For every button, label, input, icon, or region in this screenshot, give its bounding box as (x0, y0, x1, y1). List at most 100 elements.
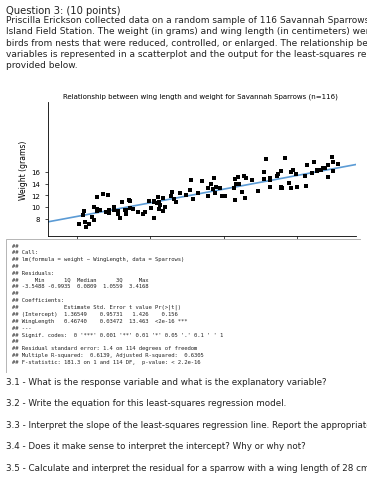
Point (151, 214, 157, 222)
Point (127, 205, 133, 213)
Point (157, 201, 163, 209)
Point (205, 193, 211, 201)
Point (302, 173, 308, 181)
Point (279, 185, 285, 193)
Point (86, 221, 92, 228)
Point (241, 173, 247, 181)
Point (169, 189, 175, 197)
Point (188, 177, 194, 184)
Point (151, 197, 157, 205)
Point (275, 171, 281, 179)
Point (263, 156, 269, 163)
Point (314, 167, 320, 175)
Point (106, 206, 112, 214)
Point (94, 208, 100, 216)
Point (294, 184, 300, 192)
Point (249, 177, 255, 184)
Point (86, 221, 92, 229)
Point (195, 190, 200, 198)
Point (211, 175, 217, 183)
Point (160, 194, 166, 202)
Point (177, 190, 183, 198)
Point (320, 164, 326, 172)
Point (111, 204, 117, 212)
Point (288, 169, 294, 177)
Point (222, 193, 228, 201)
Point (130, 206, 136, 214)
Text: Question 3: (10 points): Question 3: (10 points) (6, 6, 120, 16)
Point (304, 162, 310, 169)
Point (122, 207, 128, 215)
Point (213, 184, 219, 192)
Point (190, 196, 196, 204)
Point (156, 199, 162, 206)
Point (91, 203, 97, 211)
Point (94, 206, 99, 214)
Point (325, 174, 331, 182)
Point (322, 165, 328, 173)
Point (151, 199, 157, 206)
Point (91, 217, 97, 224)
Point (83, 224, 89, 232)
Point (106, 209, 112, 217)
Point (288, 185, 294, 193)
Point (90, 213, 95, 221)
Point (330, 159, 336, 166)
Point (278, 167, 284, 175)
Point (261, 176, 267, 184)
Point (81, 208, 87, 216)
Point (160, 208, 166, 216)
Point (212, 189, 218, 197)
Point (117, 215, 123, 223)
Point (168, 193, 174, 201)
Point (303, 183, 309, 190)
Y-axis label: Weight (grams): Weight (grams) (19, 140, 28, 199)
Point (242, 194, 248, 202)
Point (142, 209, 148, 217)
Point (255, 187, 261, 195)
Point (278, 185, 284, 193)
Point (286, 180, 292, 187)
Text: 3.3 - Interpret the slope of the least-squares regression line. Report the appro: 3.3 - Interpret the slope of the least-s… (6, 420, 367, 428)
Point (208, 181, 214, 189)
Text: ##
## Call:
## lm(formula = weight ~ WingLength, data = Sparrows)
##
## Residual: ## ## Call: ## lm(formula = weight ~ Win… (12, 243, 223, 364)
Point (335, 161, 341, 168)
Point (173, 199, 179, 207)
Point (232, 197, 238, 204)
Point (218, 184, 224, 192)
Text: Relationship between wing length and weight for Savannah Sparrows (n=116): Relationship between wing length and wei… (63, 93, 338, 100)
Point (123, 211, 128, 219)
Point (155, 200, 160, 207)
Point (115, 208, 121, 216)
Point (330, 167, 336, 175)
Text: 3.2 - Write the equation for this least-squares regression model.: 3.2 - Write the equation for this least-… (6, 398, 286, 407)
Point (235, 174, 240, 182)
Point (239, 189, 245, 197)
Point (105, 192, 110, 200)
Point (83, 219, 88, 226)
Point (199, 178, 205, 186)
Point (293, 170, 299, 178)
Point (309, 169, 315, 177)
Point (231, 184, 237, 192)
Text: 3.1 - What is the response variable and what is the explanatory variable?: 3.1 - What is the response variable and … (6, 377, 326, 386)
Point (187, 186, 193, 194)
Point (171, 195, 177, 203)
Text: 3.5 - Calculate and interpret the residual for a sparrow with a wing length of 2: 3.5 - Calculate and interpret the residu… (6, 463, 367, 471)
Point (80, 212, 86, 220)
Point (290, 166, 295, 174)
Point (140, 211, 146, 219)
Point (310, 159, 316, 166)
Point (205, 185, 211, 193)
FancyBboxPatch shape (6, 239, 361, 373)
Point (94, 194, 100, 202)
Point (126, 197, 132, 205)
Point (267, 184, 273, 192)
Point (146, 197, 152, 205)
Text: Priscilla Erickson collected data on a random sample of 116 Savannah Sparrows at: Priscilla Erickson collected data on a r… (6, 16, 367, 70)
Point (119, 199, 125, 206)
Point (98, 206, 103, 214)
Point (103, 208, 109, 216)
Point (219, 193, 225, 201)
Text: 3.4 - Does it make sense to interpret the intercept? Why or why not?: 3.4 - Does it make sense to interpret th… (6, 441, 305, 450)
